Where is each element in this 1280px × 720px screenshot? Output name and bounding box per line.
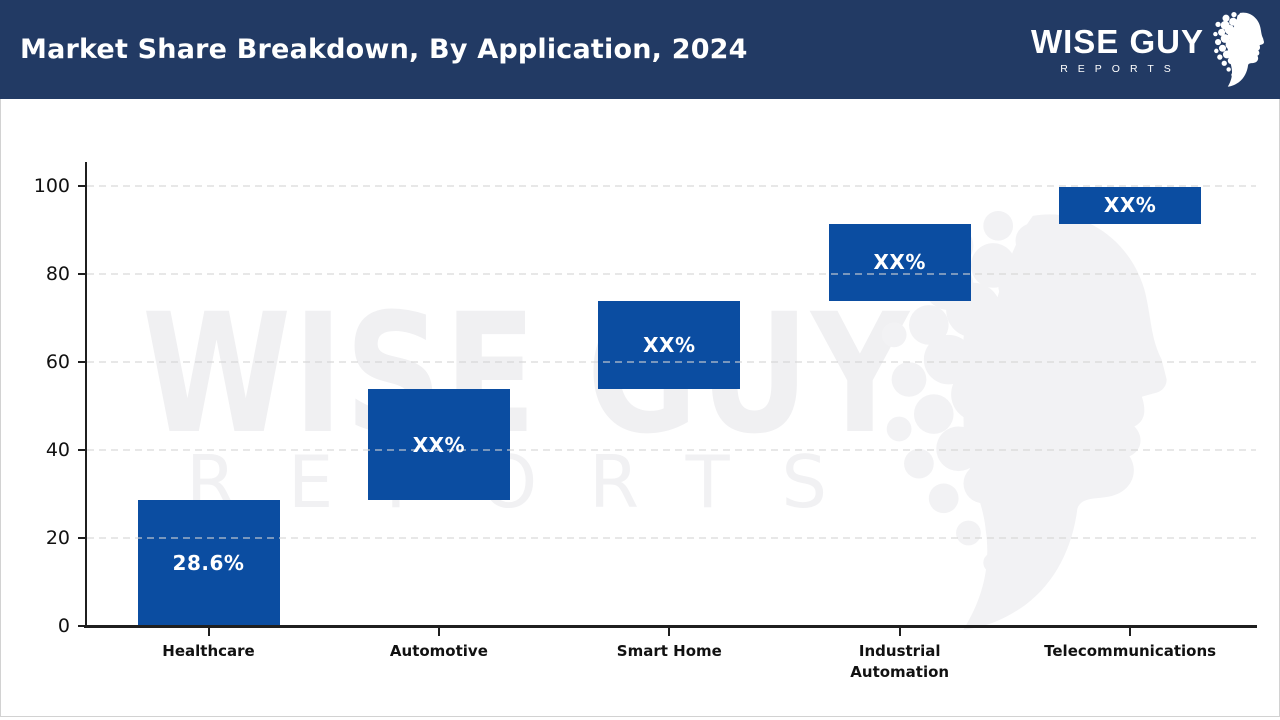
x-axis-label-healthcare: Healthcare	[162, 641, 254, 662]
x-tick-mark	[668, 628, 671, 636]
watermark-wordmark: WISE GUY	[142, 278, 911, 470]
y-tick-label: 20	[45, 527, 70, 549]
bar-industrial-automation	[828, 223, 971, 301]
bar-value-label: XX%	[412, 432, 466, 457]
y-tick-label: 40	[45, 439, 70, 461]
watermark-subtext: REPORTS	[186, 440, 879, 524]
y-tick-label: 80	[45, 263, 70, 285]
y-tick-label: 60	[45, 351, 70, 373]
x-tick-mark	[437, 628, 440, 636]
y-axis-spine	[85, 162, 87, 627]
x-axis-label-telecommunications: Telecommunications	[1044, 641, 1216, 662]
y-tick-label: 100	[33, 175, 70, 197]
gridline-80	[87, 273, 1256, 275]
y-tick-mark	[78, 537, 85, 539]
y-tick-mark	[78, 185, 85, 187]
x-axis-label-line: Smart Home	[616, 642, 722, 660]
x-axis-label-smart-home: Smart Home	[617, 641, 722, 662]
gridline-40	[87, 449, 1256, 451]
bar-telecommunications	[1059, 186, 1202, 224]
x-axis-spine	[84, 625, 1257, 628]
x-tick-mark	[898, 628, 901, 636]
x-axis-label-line: Automotive	[389, 642, 488, 660]
y-tick-label: 0	[57, 615, 70, 637]
logo-wordmark: WISE GUY	[1030, 22, 1204, 60]
y-tick-mark	[78, 449, 85, 451]
x-axis-label-line: Healthcare	[162, 642, 255, 660]
header-bar: Market Share Breakdown, By Application, …	[0, 0, 1280, 99]
logo-subtext: REPORTS	[1060, 62, 1181, 75]
x-axis-label-line: Automation	[850, 663, 950, 682]
y-tick-mark	[78, 625, 85, 627]
x-axis-label-line: Industrial	[858, 642, 941, 660]
x-axis-label-line: Telecommunications	[1044, 642, 1217, 660]
x-axis-label-industrial-automation: Industrial Automation	[850, 641, 949, 684]
logo-text: WISE GUY REPORTS	[1031, 25, 1204, 75]
y-tick-mark	[78, 273, 85, 275]
y-tick-mark	[78, 361, 85, 363]
page-title: Market Share Breakdown, By Application, …	[20, 34, 748, 65]
wiseguy-logo: WISE GUY REPORTS	[1031, 11, 1264, 89]
bar-value-label: XX%	[873, 250, 926, 275]
bar-smart-home	[598, 300, 741, 389]
gridline-100	[87, 185, 1256, 187]
x-tick-mark	[1129, 628, 1132, 636]
bar-value-label: 28.6%	[172, 551, 245, 576]
gridline-60	[87, 361, 1256, 363]
bar-value-label: XX%	[1103, 193, 1157, 218]
bar-healthcare	[137, 500, 280, 626]
bar-automotive	[367, 388, 510, 501]
wiseguy-face-icon	[1213, 11, 1264, 87]
gridline-20	[87, 537, 1256, 539]
x-tick-mark	[207, 628, 210, 636]
x-axis-label-automotive: Automotive	[390, 641, 488, 662]
bar-value-label: XX%	[643, 332, 696, 357]
